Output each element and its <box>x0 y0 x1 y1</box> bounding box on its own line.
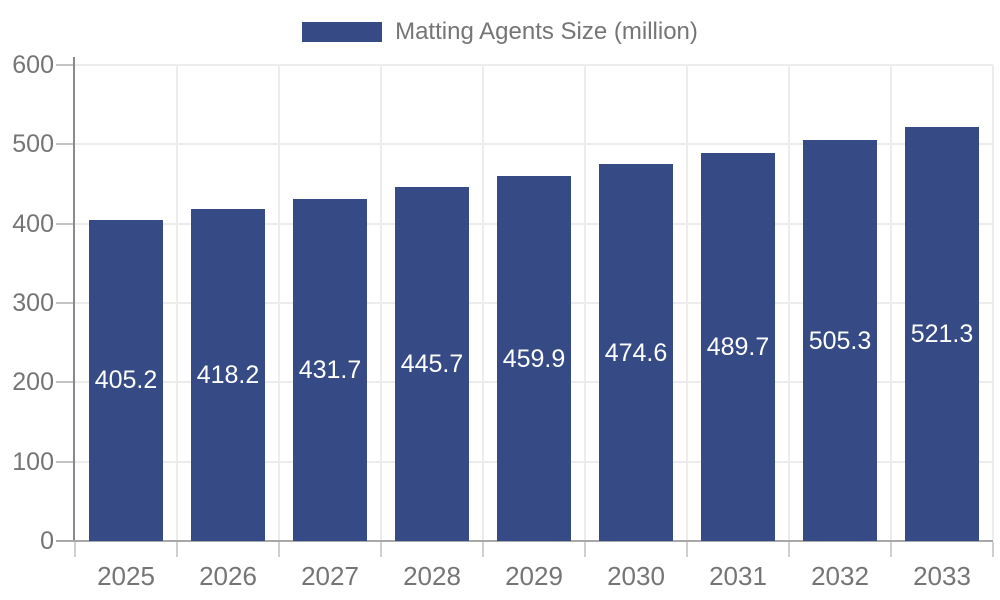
y-axis-label: 200 <box>12 368 54 397</box>
y-axis-tick <box>56 381 73 384</box>
x-gridline <box>584 65 586 541</box>
x-gridline <box>278 65 280 541</box>
bar-value-label: 474.6 <box>604 338 668 367</box>
y-axis-line <box>73 57 75 541</box>
y-axis-label: 500 <box>12 130 54 159</box>
x-axis-tick <box>74 542 76 557</box>
x-gridline <box>176 65 178 541</box>
x-gridline <box>992 65 994 541</box>
y-axis-tick <box>56 302 73 304</box>
y-axis-label: 100 <box>12 447 54 476</box>
x-axis-label: 2031 <box>709 561 767 591</box>
bar-2033[interactable] <box>905 127 979 541</box>
x-gridline <box>890 65 892 541</box>
x-axis-tick <box>890 542 892 557</box>
bar-value-label: 418.2 <box>196 361 260 390</box>
legend[interactable]: Matting Agents Size (million) <box>0 20 1000 44</box>
bar-2025[interactable] <box>89 219 163 541</box>
bar-2032[interactable] <box>803 140 877 541</box>
x-axis-tick <box>278 542 280 557</box>
bar-value-label: 489.7 <box>706 332 770 361</box>
bar-2026[interactable] <box>191 209 265 541</box>
x-axis-label: 2032 <box>811 561 869 591</box>
x-axis-tick <box>380 542 382 557</box>
legend-swatch <box>302 22 383 42</box>
bar-2031[interactable] <box>701 152 775 541</box>
y-axis-label: 600 <box>12 51 54 79</box>
x-axis-label: 2026 <box>199 561 257 591</box>
bar-value-label: 445.7 <box>400 350 464 379</box>
bar-value-label: 459.9 <box>502 344 566 373</box>
x-axis-tick <box>176 542 178 557</box>
y-axis-label: 300 <box>12 289 54 317</box>
y-axis-label: 0 <box>40 527 54 555</box>
legend-label: Matting Agents Size (million) <box>395 18 698 45</box>
y-gridline <box>75 143 993 146</box>
x-axis-label: 2028 <box>403 561 461 591</box>
x-axis-label: 2027 <box>301 561 359 591</box>
y-axis-tick <box>56 222 73 225</box>
x-axis-tick <box>788 542 790 557</box>
x-gridline <box>482 65 484 541</box>
x-gridline <box>686 65 688 541</box>
bar-2029[interactable] <box>497 176 571 541</box>
x-axis-label: 2029 <box>505 561 563 591</box>
x-axis-tick <box>584 542 586 557</box>
bar-value-label: 405.2 <box>94 366 158 395</box>
bar-2027[interactable] <box>293 198 367 541</box>
x-axis-label: 2025 <box>97 561 155 591</box>
y-gridline <box>75 64 993 66</box>
x-gridline <box>380 65 382 541</box>
bar-value-label: 505.3 <box>808 326 872 355</box>
y-axis-tick <box>56 460 73 463</box>
y-axis-label: 400 <box>12 209 54 238</box>
x-axis-line <box>56 540 993 542</box>
x-axis-tick <box>482 542 484 557</box>
bar-2030[interactable] <box>599 164 673 541</box>
plot-area: 0 100 200 300 400 500 600 405.2 2025 418.2 2026 431… <box>12 51 994 591</box>
x-axis-tick <box>992 542 994 557</box>
y-axis-tick <box>56 64 73 66</box>
x-axis-label: 2030 <box>607 561 665 591</box>
bar-2028[interactable] <box>395 187 469 541</box>
x-axis-label: 2033 <box>913 561 971 591</box>
bar-value-label: 521.3 <box>910 320 974 349</box>
y-axis-tick <box>56 143 73 146</box>
x-axis-tick <box>686 542 688 557</box>
bar-value-label: 431.7 <box>298 355 362 384</box>
x-gridline <box>788 65 790 541</box>
